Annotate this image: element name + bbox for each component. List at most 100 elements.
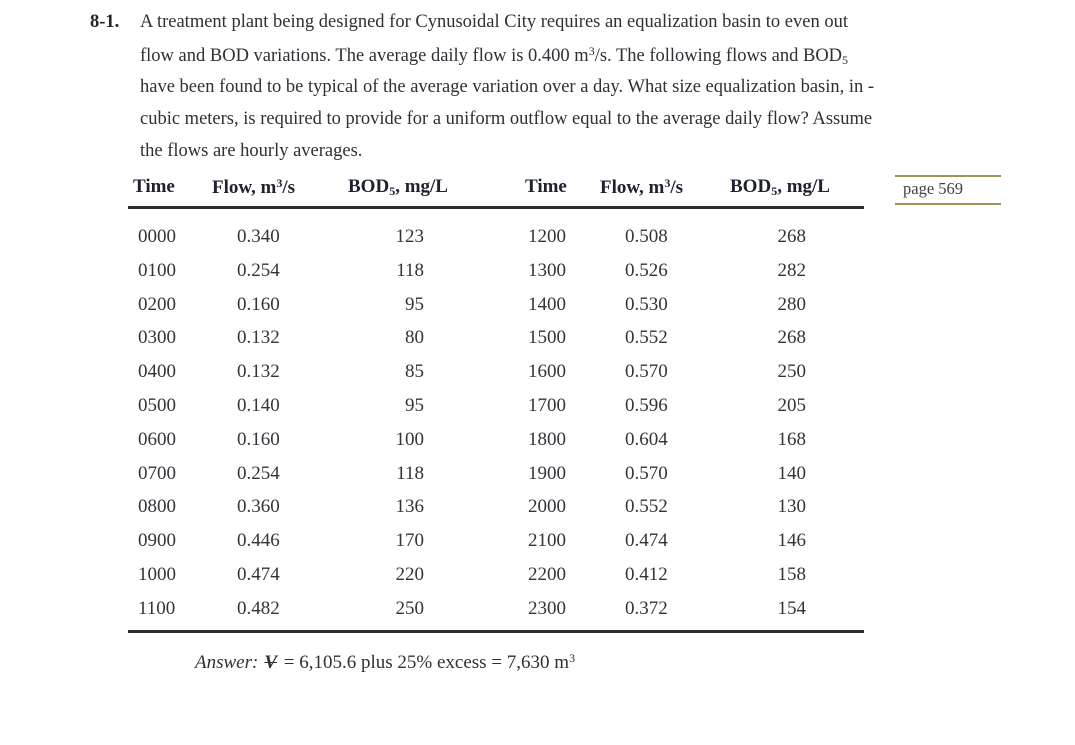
flow-cell: 0.132 [237,327,280,349]
table-row: 0800 0.360 136 2000 0.552 130 [0,496,1075,522]
time-cell: 0200 [138,293,176,315]
time-cell: 0000 [138,226,176,247]
bod-cell: 158 [777,564,807,585]
flow-cell: 0.140 [237,395,280,416]
flow-cell: 0.340 [237,226,280,247]
table-row: 0100 0.254 118 1300 0.526 282 [0,260,1075,286]
time-cell: 2200 [528,564,566,585]
table-row: 0400 0.132 85 1600 0.570 250 [0,361,1075,387]
table-row: 0000 0.340 123 1200 0.508 268 [0,226,1075,252]
flow-cell: 0.446 [237,530,280,552]
bod-cell: 80 [405,327,424,349]
answer-text: = 6,105.6 plus 25% excess = 7,630 m [279,652,570,673]
flow-cell: 0.508 [625,226,668,247]
page-reference-link[interactable]: page 569 [895,175,1001,206]
table-row: 1000 0.474 220 2200 0.412 158 [0,564,1075,590]
column-header-flow: Flow, m3/s [600,176,684,198]
flow-cell: 0.526 [625,259,668,281]
problem-text: have been found to be typical of the ave… [140,77,875,97]
flow-cell: 0.132 [237,361,280,383]
time-cell: 0600 [138,428,176,450]
problem-text-line-3: have been found to be typical of the ave… [140,77,1040,98]
table-row: 0700 0.254 118 1900 0.570 140 [0,463,1075,489]
flow-cell: 0.474 [237,564,280,585]
volume-symbol: V [264,652,278,673]
flow-cell: 0.474 [625,530,668,552]
bod-cell: 85 [405,361,424,383]
table-row: 0600 0.160 100 1800 0.604 168 [0,429,1075,455]
table-header-rule [128,206,864,209]
flow-cell: 0.596 [625,395,668,416]
bod-cell: 280 [777,293,807,315]
time-cell: 2000 [528,496,566,518]
table-row: 0300 0.132 80 1500 0.552 268 [0,327,1075,353]
bod-cell: 168 [777,428,807,450]
bod-cell: 282 [777,259,807,281]
superscript-3: 3 [569,651,576,665]
bod-cell: 250 [395,597,425,619]
flow-cell: 0.570 [625,462,668,484]
bod-cell: 123 [395,226,425,247]
time-cell: 1100 [138,597,176,619]
time-cell: 0400 [138,361,176,383]
problem-text-line-5: the flows are hourly averages. [140,141,1040,162]
table-row: 0200 0.160 95 1400 0.530 280 [0,294,1075,320]
page-reference-label: page 569 [903,179,964,198]
flow-cell: 0.160 [237,293,280,315]
flow-cell: 0.372 [625,597,668,619]
time-cell: 1300 [528,259,566,281]
time-cell: 0300 [138,327,176,349]
time-cell: 1000 [138,564,176,585]
column-header-bod5: BOD5, mg/L [348,176,448,198]
problem-text: /s. The following flows and BOD [594,46,843,66]
flow-cell: 0.360 [237,496,280,518]
table-bottom-rule [128,630,864,633]
bod-cell: 95 [405,395,424,416]
bod-cell: 220 [395,564,425,585]
bod-cell: 136 [395,496,425,518]
problem-text-line-2: flow and BOD variations. The average dai… [140,44,1040,68]
bod-cell: 95 [405,293,424,315]
problem-text: flow and BOD variations. The average dai… [140,46,589,66]
flow-cell: 0.604 [625,428,668,450]
flow-cell: 0.530 [625,293,668,315]
bod-cell: 100 [395,428,425,450]
table-row: 0900 0.446 170 2100 0.474 146 [0,530,1075,556]
bod-cell: 130 [777,496,807,518]
time-cell: 0700 [138,462,176,484]
column-header-flow: Flow, m3/s [212,176,296,198]
flow-cell: 0.254 [237,259,280,281]
subscript-5: 5 [842,53,849,67]
problem-text-line-4: cubic meters, is required to provide for… [140,109,1040,130]
flow-cell: 0.254 [237,462,280,484]
time-cell: 2300 [528,597,566,619]
bod-cell: 250 [777,361,807,383]
bod-cell: 118 [396,259,424,281]
time-cell: 0500 [138,395,176,416]
flow-cell: 0.552 [625,496,668,518]
flow-cell: 0.412 [625,564,668,585]
bod-cell: 170 [395,530,425,552]
bod-cell: 140 [777,462,807,484]
time-cell: 2100 [528,530,566,552]
time-cell: 1500 [528,327,566,349]
column-header-time: Time [525,176,567,197]
superscript-3: 3 [588,44,595,58]
time-cell: 0100 [138,259,176,281]
time-cell: 1600 [528,361,566,383]
time-cell: 1200 [528,226,566,247]
time-cell: 0900 [138,530,176,552]
problem-text: cubic meters, is required to provide for… [140,109,873,129]
problem-number: 8-1. [90,12,120,32]
bod-cell: 118 [396,462,424,484]
flow-cell: 0.160 [237,428,280,450]
problem-text: A treatment plant being designed for Cyn… [140,12,848,32]
bod-cell: 268 [777,327,807,349]
table-row: 0500 0.140 95 1700 0.596 205 [0,395,1075,421]
time-cell: 1800 [528,428,566,450]
bod-cell: 146 [777,530,807,552]
badge-rule-top [895,175,1001,177]
time-cell: 1900 [528,462,566,484]
